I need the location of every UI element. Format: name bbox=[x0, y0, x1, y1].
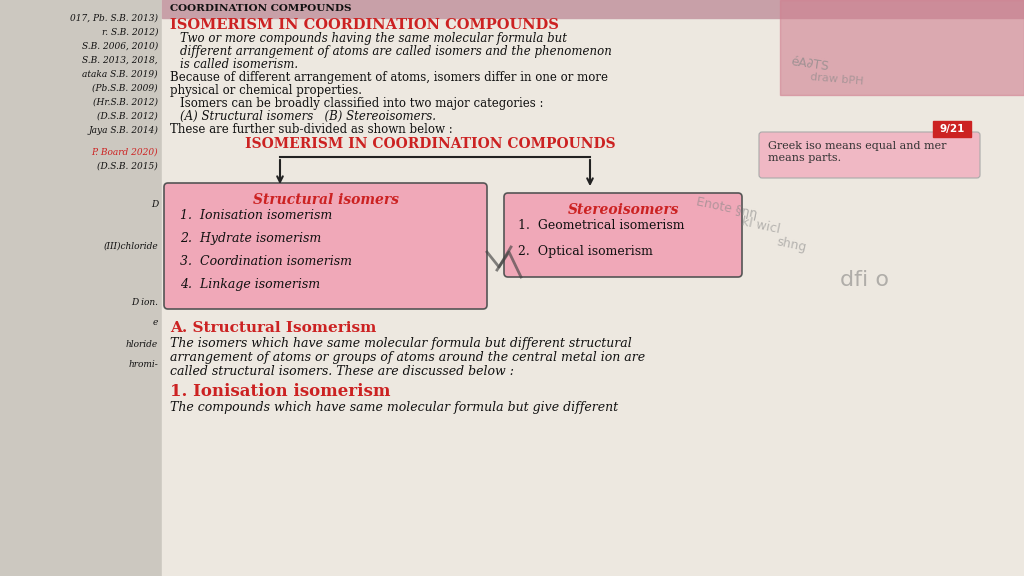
Text: 9/21: 9/21 bbox=[939, 124, 965, 134]
Bar bbox=[162, 0, 1024, 576]
Bar bbox=[933, 121, 971, 137]
Text: Stereoisomers: Stereoisomers bbox=[567, 203, 679, 217]
Text: e: e bbox=[153, 318, 158, 327]
Text: dfi o: dfi o bbox=[840, 270, 889, 290]
Text: shng: shng bbox=[775, 235, 807, 254]
Text: (A) Structural isomers   (B) Stereoisomers.: (A) Structural isomers (B) Stereoisomers… bbox=[180, 110, 436, 123]
Text: Enote §ηη: Enote §ηη bbox=[695, 195, 759, 221]
Text: 1.  Geometrical isomerism: 1. Geometrical isomerism bbox=[518, 219, 684, 232]
Text: is called isomerism.: is called isomerism. bbox=[180, 58, 298, 71]
Bar bbox=[780, 0, 1024, 95]
Text: S.B. 2013, 2018,: S.B. 2013, 2018, bbox=[82, 56, 158, 65]
Text: 4.  Linkage isomerism: 4. Linkage isomerism bbox=[180, 278, 321, 291]
Text: 2.  Optical isomerism: 2. Optical isomerism bbox=[518, 245, 653, 258]
Text: P. Board 2020): P. Board 2020) bbox=[91, 148, 158, 157]
Text: Because of different arrangement of atoms, isomers differ in one or more: Because of different arrangement of atom… bbox=[170, 71, 608, 84]
Text: (III)chloride: (III)chloride bbox=[103, 242, 158, 251]
Text: 017, Pb. S.B. 2013): 017, Pb. S.B. 2013) bbox=[70, 14, 158, 23]
Text: (Hr.S.B. 2012): (Hr.S.B. 2012) bbox=[93, 98, 158, 107]
Bar bbox=[162, 0, 1024, 18]
Text: S.B. 2006, 2010): S.B. 2006, 2010) bbox=[82, 42, 158, 51]
Text: D: D bbox=[151, 200, 158, 209]
Text: These are further sub-divided as shown below :: These are further sub-divided as shown b… bbox=[170, 123, 453, 136]
Text: draw bPH: draw bPH bbox=[810, 72, 864, 86]
Text: Jaya S.B. 2014): Jaya S.B. 2014) bbox=[88, 126, 158, 135]
Text: 1.  Ionisation isomerism: 1. Ionisation isomerism bbox=[180, 209, 332, 222]
FancyBboxPatch shape bbox=[759, 132, 980, 178]
Text: D ion.: D ion. bbox=[131, 298, 158, 307]
Text: A. Structural Isomerism: A. Structural Isomerism bbox=[170, 321, 377, 335]
Text: kl wicl: kl wicl bbox=[740, 215, 781, 236]
Text: éA∂TS: éA∂TS bbox=[790, 55, 829, 73]
Text: physical or chemical properties.: physical or chemical properties. bbox=[170, 84, 362, 97]
Text: Isomers can be broadly classified into two major categories :: Isomers can be broadly classified into t… bbox=[180, 97, 544, 110]
Text: 3.  Coordination isomerism: 3. Coordination isomerism bbox=[180, 255, 352, 268]
Text: hloride: hloride bbox=[126, 340, 158, 349]
Text: called structural isomers. These are discussed below :: called structural isomers. These are dis… bbox=[170, 365, 514, 378]
Text: r. S.B. 2012): r. S.B. 2012) bbox=[101, 28, 158, 37]
Text: 1. Ionisation isomerism: 1. Ionisation isomerism bbox=[170, 383, 390, 400]
Text: ataka S.B. 2019): ataka S.B. 2019) bbox=[82, 70, 158, 79]
FancyBboxPatch shape bbox=[164, 183, 487, 309]
Text: hromi-: hromi- bbox=[128, 360, 158, 369]
Text: 2.  Hydrate isomerism: 2. Hydrate isomerism bbox=[180, 232, 322, 245]
Text: The isomers which have same molecular formula but different structural: The isomers which have same molecular fo… bbox=[170, 337, 632, 350]
Text: The compounds which have same molecular formula but give different: The compounds which have same molecular … bbox=[170, 401, 618, 414]
Text: ISOMERISM IN COORDINATION COMPOUNDS: ISOMERISM IN COORDINATION COMPOUNDS bbox=[170, 18, 559, 32]
Text: Two or more compounds having the same molecular formula but: Two or more compounds having the same mo… bbox=[180, 32, 567, 45]
Bar bbox=[0, 0, 162, 576]
Text: different arrangement of atoms are called isomers and the phenomenon: different arrangement of atoms are calle… bbox=[180, 45, 612, 58]
Text: (D.S.B. 2012): (D.S.B. 2012) bbox=[97, 112, 158, 121]
Text: arrangement of atoms or groups of atoms around the central metal ion are: arrangement of atoms or groups of atoms … bbox=[170, 351, 645, 364]
FancyBboxPatch shape bbox=[504, 193, 742, 277]
Text: (Pb.S.B. 2009): (Pb.S.B. 2009) bbox=[92, 84, 158, 93]
Text: ISOMERISM IN COORDINATION COMPOUNDS: ISOMERISM IN COORDINATION COMPOUNDS bbox=[245, 137, 615, 151]
Text: COORDINATION COMPOUNDS: COORDINATION COMPOUNDS bbox=[170, 4, 351, 13]
Text: Greek iso means equal and mer
means parts.: Greek iso means equal and mer means part… bbox=[768, 141, 946, 162]
Text: Structural isomers: Structural isomers bbox=[253, 193, 398, 207]
Text: (D.S.B. 2015): (D.S.B. 2015) bbox=[97, 162, 158, 171]
